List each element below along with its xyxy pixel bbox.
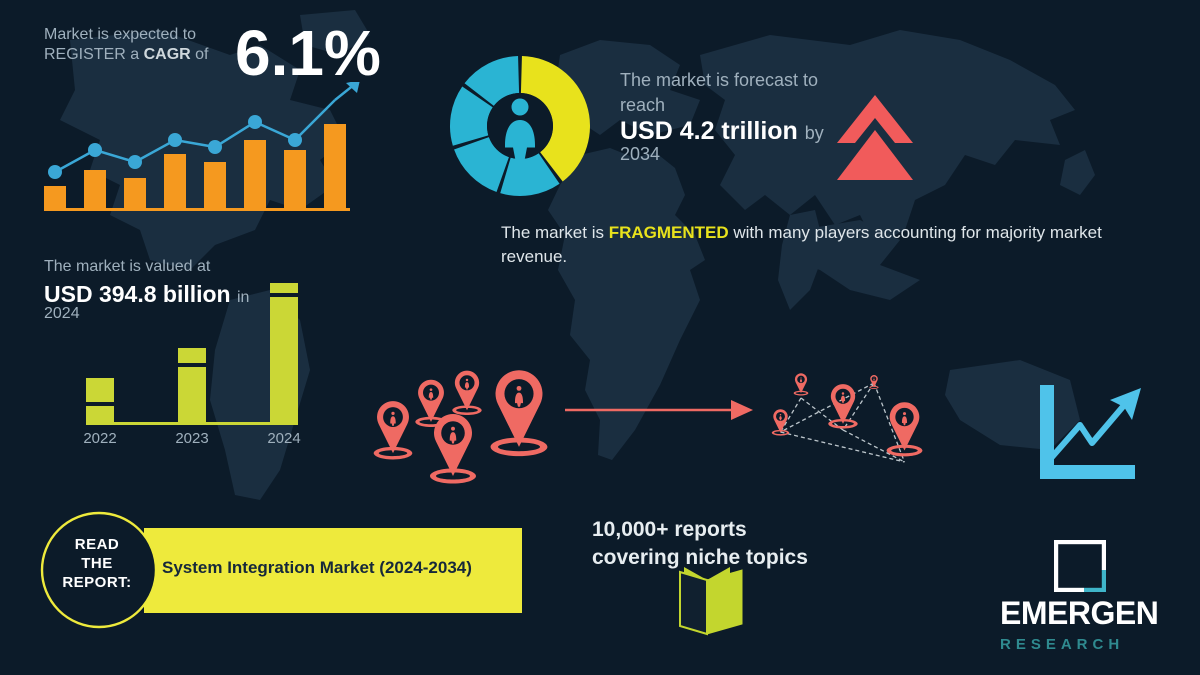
svg-text:2023: 2023 bbox=[175, 430, 208, 447]
svg-text:2024: 2024 bbox=[267, 430, 300, 447]
svg-text:2022: 2022 bbox=[83, 430, 116, 447]
